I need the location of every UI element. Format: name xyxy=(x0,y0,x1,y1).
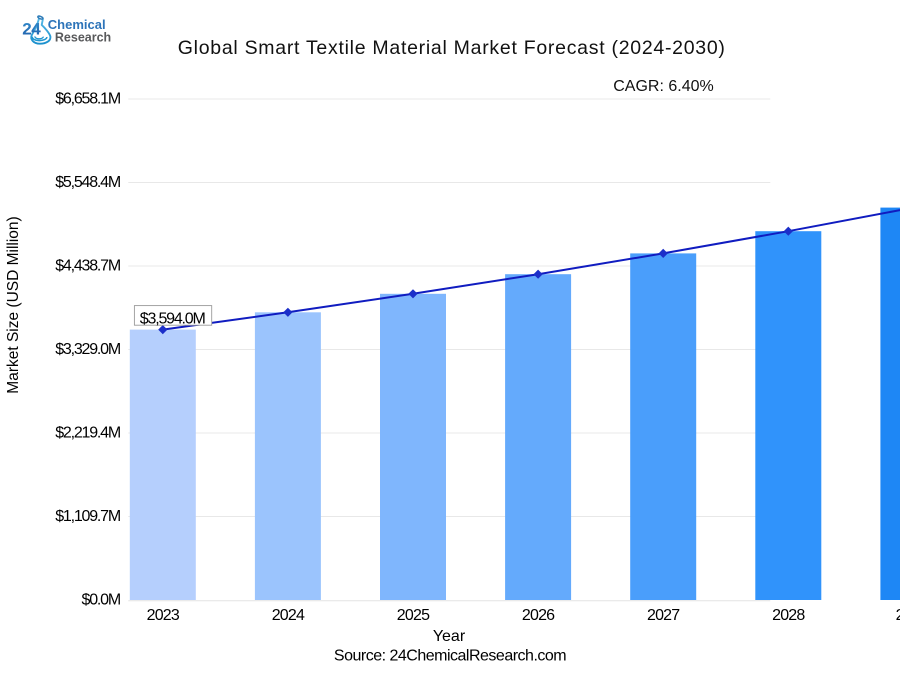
svg-text:2025: 2025 xyxy=(397,607,430,624)
svg-text:$0.0M: $0.0M xyxy=(82,592,121,609)
svg-text:CAGR: 6.40%: CAGR: 6.40% xyxy=(613,78,713,95)
svg-text:2029: 2029 xyxy=(896,607,900,624)
svg-text:Chemical: Chemical xyxy=(48,17,106,32)
svg-text:$5,548.4M: $5,548.4M xyxy=(55,174,121,191)
svg-text:Source: 24ChemicalResearch.com: Source: 24ChemicalResearch.com xyxy=(334,648,566,665)
svg-text:2026: 2026 xyxy=(522,607,555,624)
svg-text:$1,109.7M: $1,109.7M xyxy=(55,508,121,525)
svg-text:$2,219.4M: $2,219.4M xyxy=(55,425,121,442)
svg-text:Year: Year xyxy=(433,628,466,645)
svg-text:$3,329.0M: $3,329.0M xyxy=(55,341,121,358)
svg-text:$3,594.0M: $3,594.0M xyxy=(140,311,206,328)
svg-text:$4,438.7M: $4,438.7M xyxy=(55,258,121,275)
svg-text:2023: 2023 xyxy=(147,607,180,624)
svg-text:2027: 2027 xyxy=(647,607,680,624)
svg-text:Research: Research xyxy=(55,31,111,45)
svg-text:Market Size (USD Million): Market Size (USD Million) xyxy=(5,216,22,393)
svg-text:2028: 2028 xyxy=(772,607,805,624)
svg-text:24: 24 xyxy=(22,19,41,38)
svg-text:Global Smart Textile Material: Global Smart Textile Material Market For… xyxy=(178,37,726,59)
svg-text:2024: 2024 xyxy=(272,607,305,624)
svg-text:$6,658.1M: $6,658.1M xyxy=(55,91,121,108)
